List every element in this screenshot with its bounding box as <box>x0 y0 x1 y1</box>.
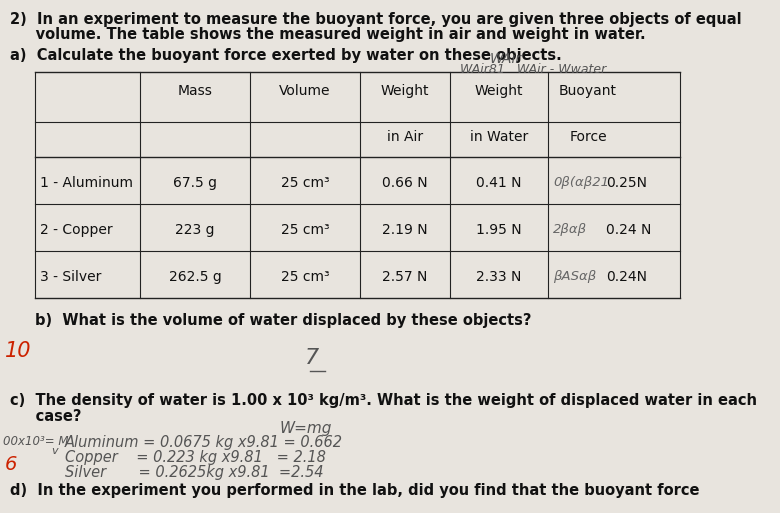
Text: 2 - Copper: 2 - Copper <box>40 223 112 237</box>
Text: 25 cm³: 25 cm³ <box>281 223 329 237</box>
Text: 2)  In an experiment to measure the buoyant force, you are given three objects o: 2) In an experiment to measure the buoya… <box>10 12 742 27</box>
Text: Volume: Volume <box>279 84 331 98</box>
Text: v: v <box>3 446 58 456</box>
Text: 2.33 N: 2.33 N <box>477 270 522 284</box>
Text: 0β(αβ21: 0β(αβ21 <box>553 176 609 189</box>
Text: in Air: in Air <box>387 130 423 144</box>
Text: 223 g: 223 g <box>176 223 214 237</box>
Text: 10: 10 <box>5 341 31 361</box>
Text: 2βαβ: 2βαβ <box>553 223 587 236</box>
Text: 0.24 N: 0.24 N <box>606 223 651 237</box>
Text: 1 - Aluminum: 1 - Aluminum <box>40 176 133 190</box>
Text: 00x10³= M: 00x10³= M <box>3 435 69 448</box>
Text: case?: case? <box>10 409 81 424</box>
Text: 6: 6 <box>5 455 17 474</box>
Text: Copper    = 0.223 kg x9.81   = 2.18: Copper = 0.223 kg x9.81 = 2.18 <box>65 450 326 465</box>
Text: WAir: WAir <box>490 52 522 66</box>
Text: Mass: Mass <box>178 84 212 98</box>
Text: 2.57 N: 2.57 N <box>382 270 427 284</box>
Text: 1.95 N: 1.95 N <box>476 223 522 237</box>
Text: Weight: Weight <box>381 84 429 98</box>
Text: in Water: in Water <box>470 130 528 144</box>
Text: a)  Calculate the buoyant force exerted by water on these objects.: a) Calculate the buoyant force exerted b… <box>10 48 562 63</box>
Text: 0.24N: 0.24N <box>606 270 647 284</box>
Text: d)  In the experiment you performed in the lab, did you find that the buoyant fo: d) In the experiment you performed in th… <box>10 483 700 498</box>
Text: 0.25N: 0.25N <box>606 176 647 190</box>
Text: volume. The table shows the measured weight in air and weight in water.: volume. The table shows the measured wei… <box>10 27 646 42</box>
Text: 25 cm³: 25 cm³ <box>281 270 329 284</box>
Text: Weight: Weight <box>475 84 523 98</box>
Text: Force: Force <box>569 130 607 144</box>
Text: 67.5 g: 67.5 g <box>173 176 217 190</box>
Text: Aluminum = 0.0675 kg x9.81 = 0.662: Aluminum = 0.0675 kg x9.81 = 0.662 <box>65 435 343 450</box>
Text: Silver       = 0.2625kg x9.81  =2.54: Silver = 0.2625kg x9.81 =2.54 <box>65 465 324 480</box>
Text: W=mg: W=mg <box>280 421 332 436</box>
Text: 3 - Silver: 3 - Silver <box>40 270 101 284</box>
Text: 2.19 N: 2.19 N <box>382 223 427 237</box>
Text: c)  The density of water is 1.00 x 10³ kg/m³. What is the weight of displaced wa: c) The density of water is 1.00 x 10³ kg… <box>10 393 757 408</box>
Text: 25 cm³: 25 cm³ <box>281 176 329 190</box>
Text: 262.5 g: 262.5 g <box>168 270 222 284</box>
Text: b)  What is the volume of water displaced by these objects?: b) What is the volume of water displaced… <box>35 313 531 328</box>
Text: WAir81   WAir - Wwater: WAir81 WAir - Wwater <box>460 63 606 76</box>
Text: βASαβ: βASαβ <box>553 270 596 283</box>
Text: 7: 7 <box>305 348 319 368</box>
Text: Buoyant: Buoyant <box>559 84 617 98</box>
Text: 0.66 N: 0.66 N <box>382 176 427 190</box>
Text: 0.41 N: 0.41 N <box>477 176 522 190</box>
